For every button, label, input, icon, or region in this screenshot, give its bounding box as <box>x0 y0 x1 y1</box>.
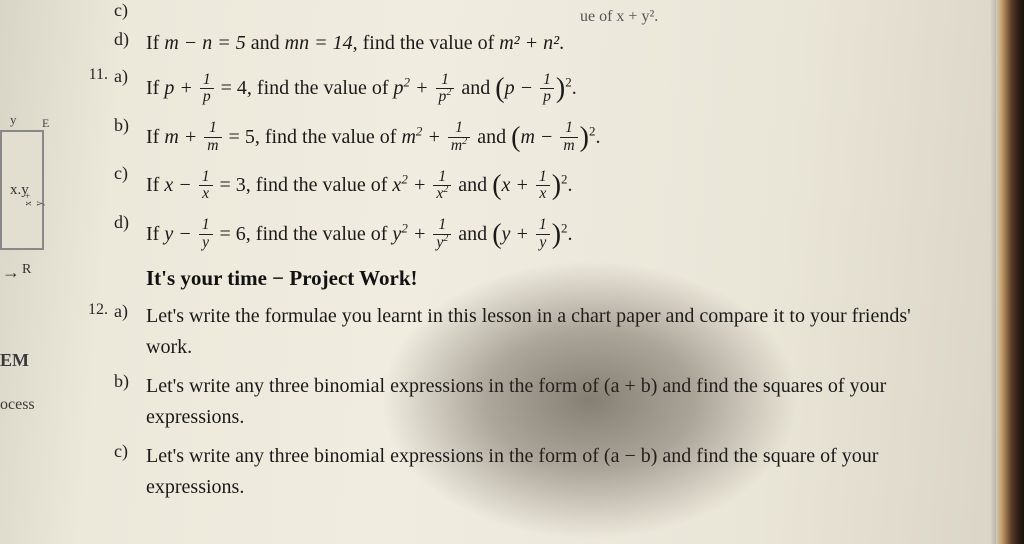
project-heading: It's your time − Project Work! <box>146 266 986 291</box>
q11c-row: c) If x − 1x = 3, find the value of x2 +… <box>114 163 986 204</box>
q11d-text: If y − 1y = 6, find the value of y2 + 1y… <box>146 212 573 253</box>
margin-word-em: EM <box>0 350 29 371</box>
q11b-row: b) If m + 1m = 5, find the value of m2 +… <box>114 115 986 156</box>
label-y: y <box>10 112 17 128</box>
q11b-letter: b) <box>114 115 146 136</box>
q12b-text: Let's write any three binomial expressio… <box>146 371 926 433</box>
q12c-row: c) Let's write any three binomial expres… <box>114 441 986 503</box>
q12c-text: Let's write any three binomial expressio… <box>146 441 926 503</box>
q10d-letter: d) <box>114 29 146 50</box>
q12b-row: b) Let's write any three binomial expres… <box>114 371 986 433</box>
label-r: R <box>22 262 31 278</box>
book-page-edge <box>996 0 1024 544</box>
main-content: c) d) If m − n = 5 and mn = 14, find the… <box>86 0 986 511</box>
q12a-row: 12. a) Let's write the formulae you lear… <box>86 301 986 363</box>
q11d-row: d) If y − 1y = 6, find the value of y2 +… <box>114 212 986 253</box>
q11a-letter: a) <box>114 66 146 87</box>
q11c-letter: c) <box>114 163 146 184</box>
label-x-plus-y: x + y <box>23 190 45 206</box>
geometry-box: x.y x + y <box>0 130 44 250</box>
q10d-row: d) If m − n = 5 and mn = 14, find the va… <box>114 29 986 58</box>
q10d-text: If m − n = 5 and mn = 14, find the value… <box>146 29 564 58</box>
q11c-text: If x − 1x = 3, find the value of x2 + 1x… <box>146 163 573 204</box>
q10c-row: c) <box>114 0 986 21</box>
q12c-letter: c) <box>114 441 146 462</box>
arrow-icon: → <box>2 262 20 283</box>
q10c-letter: c) <box>114 0 146 21</box>
label-e: E <box>42 116 49 131</box>
margin-word-ocess: ocess <box>0 396 35 414</box>
q11d-letter: d) <box>114 212 146 233</box>
q11b-text: If m + 1m = 5, find the value of m2 + 1m… <box>146 115 601 156</box>
q11-number: 11. <box>86 66 114 84</box>
q12-number: 12. <box>86 301 114 319</box>
q12a-text: Let's write the formulae you learnt in t… <box>146 301 926 363</box>
q12b-letter: b) <box>114 371 146 392</box>
q12a-letter: a) <box>114 301 146 322</box>
q11a-row: 11. a) If p + 1p = 4, find the value of … <box>86 66 986 107</box>
q11a-text: If p + 1p = 4, find the value of p2 + 1p… <box>146 66 577 107</box>
left-geometry-fragment: y E x.y x + y → R <box>0 130 62 310</box>
